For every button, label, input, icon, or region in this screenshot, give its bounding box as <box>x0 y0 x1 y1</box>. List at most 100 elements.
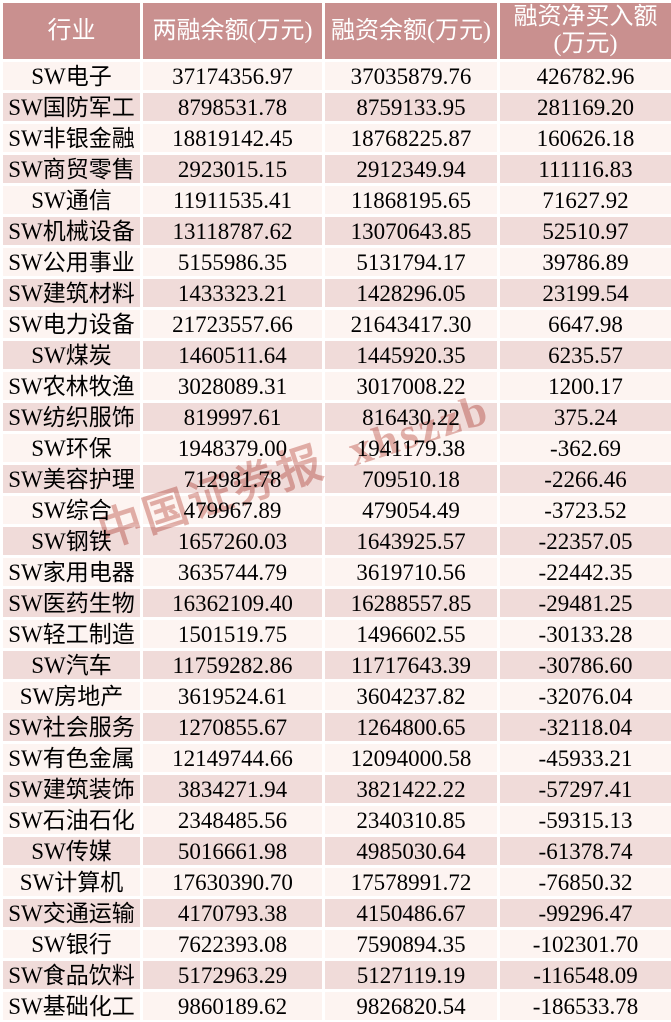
table-row: SW传媒 5016661.98 4985030.64 -61378.74 <box>0 834 671 868</box>
industry-cell: SW家用电器 <box>0 555 143 589</box>
margin-balance-cell: 5155986.35 <box>140 245 325 279</box>
margin-balance-cell: 37174356.97 <box>140 59 325 93</box>
table-row: SW国防军工 8798531.78 8759133.95 281169.20 <box>0 90 671 124</box>
margin-balance-cell: 2348485.56 <box>140 803 325 837</box>
financing-balance-cell: 2912349.94 <box>322 152 500 186</box>
industry-cell: SW建筑装饰 <box>0 772 143 806</box>
net-buy-cell: -3723.52 <box>497 493 671 527</box>
table-row: SW非银金融 18819142.45 18768225.87 160626.18 <box>0 121 671 155</box>
industry-cell: SW电子 <box>0 59 143 93</box>
industry-cell: SW公用事业 <box>0 245 143 279</box>
margin-balance-cell: 712981.78 <box>140 462 325 496</box>
table-row: SW医药生物 16362109.40 16288557.85 -29481.25 <box>0 586 671 620</box>
table-row: SW纺织服饰 819997.61 816430.22 375.24 <box>0 400 671 434</box>
margin-balance-cell: 21723557.66 <box>140 307 325 341</box>
financing-balance-cell: 11868195.65 <box>322 183 500 217</box>
financing-balance-cell: 1428296.05 <box>322 276 500 310</box>
net-buy-cell: -76850.32 <box>497 865 671 899</box>
industry-cell: SW综合 <box>0 493 143 527</box>
industry-cell: SW传媒 <box>0 834 143 868</box>
financing-balance-cell: 12094000.58 <box>322 741 500 775</box>
table-row: SW房地产 3619524.61 3604237.82 -32076.04 <box>0 679 671 713</box>
margin-balance-cell: 11911535.41 <box>140 183 325 217</box>
margin-balance-cell: 11759282.86 <box>140 648 325 682</box>
industry-cell: SW石油石化 <box>0 803 143 837</box>
table-row: SW电子 37174356.97 37035879.76 426782.96 <box>0 59 671 93</box>
financing-balance-cell: 3604237.82 <box>322 679 500 713</box>
financing-balance-cell: 1496602.55 <box>322 617 500 651</box>
financing-balance-cell: 37035879.76 <box>322 59 500 93</box>
margin-balance-cell: 1460511.64 <box>140 338 325 372</box>
industry-cell: SW银行 <box>0 927 143 961</box>
financing-balance-cell: 2340310.85 <box>322 803 500 837</box>
col-header-net-buy: 融资净买入额 (万元) <box>497 0 671 62</box>
financing-balance-cell: 709510.18 <box>322 462 500 496</box>
industry-cell: SW商贸零售 <box>0 152 143 186</box>
financing-balance-cell: 3821422.22 <box>322 772 500 806</box>
industry-cell: SW有色金属 <box>0 741 143 775</box>
margin-balance-cell: 3635744.79 <box>140 555 325 589</box>
financing-balance-cell: 4150486.67 <box>322 896 500 930</box>
table-row: SW汽车 11759282.86 11717643.39 -30786.60 <box>0 648 671 682</box>
financing-balance-cell: 3619710.56 <box>322 555 500 589</box>
col-header-financing-balance: 融资余额(万元) <box>322 0 500 62</box>
table-row: SW有色金属 12149744.66 12094000.58 -45933.21 <box>0 741 671 775</box>
table-row: SW食品饮料 5172963.29 5127119.19 -116548.09 <box>0 958 671 992</box>
industry-cell: SW环保 <box>0 431 143 465</box>
table-row: SW建筑装饰 3834271.94 3821422.22 -57297.41 <box>0 772 671 806</box>
net-buy-cell: 375.24 <box>497 400 671 434</box>
industry-cell: SW机械设备 <box>0 214 143 248</box>
industry-cell: SW轻工制造 <box>0 617 143 651</box>
financing-balance-cell: 1643925.57 <box>322 524 500 558</box>
table-row: SW电力设备 21723557.66 21643417.30 6647.98 <box>0 307 671 341</box>
table-row: SW煤炭 1460511.64 1445920.35 6235.57 <box>0 338 671 372</box>
table-row: SW机械设备 13118787.62 13070643.85 52510.97 <box>0 214 671 248</box>
industry-cell: SW食品饮料 <box>0 958 143 992</box>
industry-cell: SW交通运输 <box>0 896 143 930</box>
margin-balance-cell: 13118787.62 <box>140 214 325 248</box>
margin-balance-cell: 3619524.61 <box>140 679 325 713</box>
table-row: SW综合 479967.89 479054.49 -3723.52 <box>0 493 671 527</box>
financing-balance-cell: 5127119.19 <box>322 958 500 992</box>
industry-cell: SW国防军工 <box>0 90 143 124</box>
col-header-margin-balance: 两融余额(万元) <box>140 0 325 62</box>
net-buy-cell: -186533.78 <box>497 989 671 1022</box>
financing-balance-cell: 1941179.38 <box>322 431 500 465</box>
margin-balance-cell: 1433323.21 <box>140 276 325 310</box>
table-row: SW商贸零售 2923015.15 2912349.94 111116.83 <box>0 152 671 186</box>
net-buy-cell: -45933.21 <box>497 741 671 775</box>
financing-balance-cell: 13070643.85 <box>322 214 500 248</box>
col-header-margin-balance-label: 两融余额(万元) <box>152 17 313 44</box>
table-row: SW社会服务 1270855.67 1264800.65 -32118.04 <box>0 710 671 744</box>
margin-balance-cell: 1501519.75 <box>140 617 325 651</box>
industry-cell: SW社会服务 <box>0 710 143 744</box>
table-row: SW银行 7622393.08 7590894.35 -102301.70 <box>0 927 671 961</box>
col-header-net-buy-label-line1: 融资净买入额 <box>513 4 658 31</box>
net-buy-cell: 6647.98 <box>497 307 671 341</box>
financing-balance-cell: 479054.49 <box>322 493 500 527</box>
net-buy-cell: -22442.35 <box>497 555 671 589</box>
net-buy-cell: -116548.09 <box>497 958 671 992</box>
financing-balance-cell: 11717643.39 <box>322 648 500 682</box>
margin-balance-cell: 819997.61 <box>140 400 325 434</box>
col-header-industry: 行业 <box>0 0 143 62</box>
industry-cell: SW计算机 <box>0 865 143 899</box>
margin-balance-cell: 9860189.62 <box>140 989 325 1022</box>
table-row: SW环保 1948379.00 1941179.38 -362.69 <box>0 431 671 465</box>
net-buy-cell: -32076.04 <box>497 679 671 713</box>
net-buy-cell: -102301.70 <box>497 927 671 961</box>
financing-balance-cell: 1264800.65 <box>322 710 500 744</box>
margin-balance-cell: 1948379.00 <box>140 431 325 465</box>
margin-balance-cell: 5172963.29 <box>140 958 325 992</box>
col-header-financing-balance-label: 融资余额(万元) <box>331 17 491 44</box>
margin-balance-cell: 7622393.08 <box>140 927 325 961</box>
net-buy-cell: 6235.57 <box>497 338 671 372</box>
financing-balance-cell: 3017008.22 <box>322 369 500 403</box>
industry-cell: SW煤炭 <box>0 338 143 372</box>
industry-cell: SW基础化工 <box>0 989 143 1022</box>
margin-balance-cell: 479967.89 <box>140 493 325 527</box>
table-row: SW石油石化 2348485.56 2340310.85 -59315.13 <box>0 803 671 837</box>
net-buy-cell: -32118.04 <box>497 710 671 744</box>
net-buy-cell: 39786.89 <box>497 245 671 279</box>
